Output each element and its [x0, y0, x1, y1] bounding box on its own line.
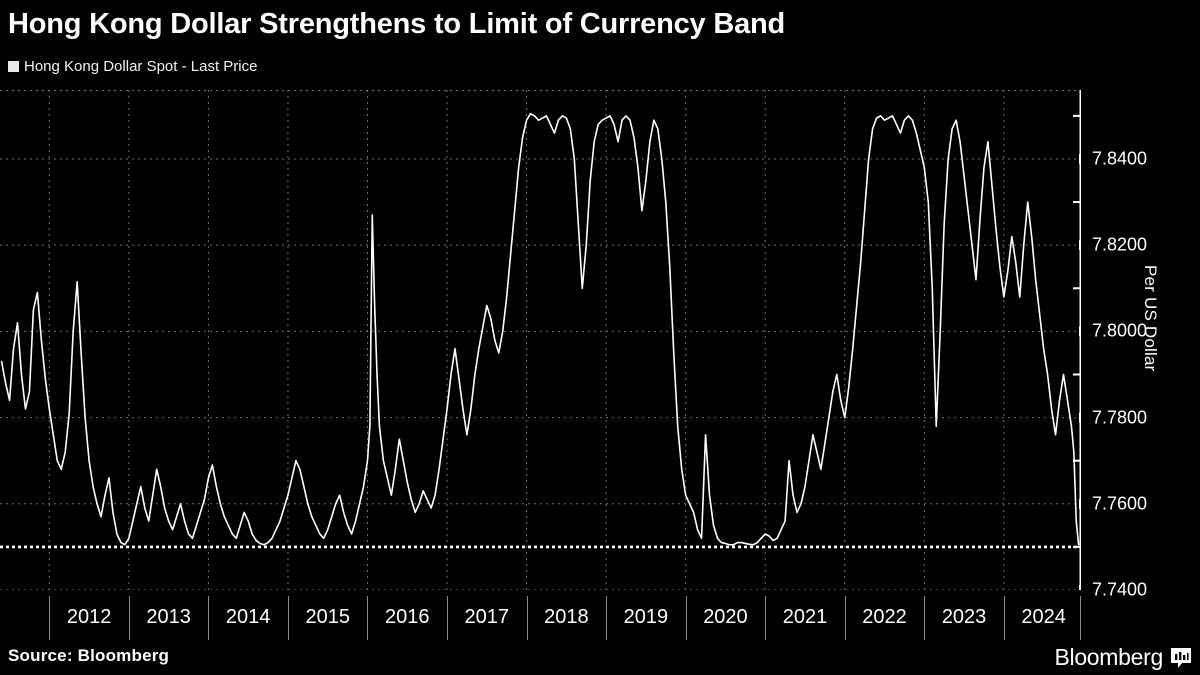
legend-swatch-icon [8, 60, 19, 72]
x-axis-tick-label: 2020 [703, 606, 748, 628]
x-axis-tick-label: 2024 [1021, 606, 1066, 628]
axis-spine [1073, 90, 1081, 590]
series-line-hong-kong-dollar-spot [0, 112, 1080, 546]
x-axis-tick-separator [685, 596, 687, 640]
x-axis-tick-label: 2016 [385, 606, 430, 628]
y-axis-tick-label: 7.7600 [1092, 493, 1148, 514]
y-axis-tick-label: 7.7800 [1092, 407, 1148, 428]
page-title: Hong Kong Dollar Strengthens to Limit of… [8, 8, 786, 40]
x-axis-tick-label: 2017 [464, 606, 510, 628]
chart-legend: Hong Kong Dollar Spot - Last Price [8, 56, 257, 76]
plot-area [0, 90, 1081, 590]
y-axis-tick-label: 7.8200 [1092, 234, 1148, 255]
x-axis-tick-separator [765, 596, 767, 640]
x-axis-tick-label: 2021 [782, 606, 828, 628]
x-axis-tick-separator [526, 596, 528, 640]
y-axis-tick-label: 7.7400 [1092, 579, 1148, 600]
y-axis-tick-label: 7.8400 [1092, 148, 1148, 169]
y-axis-tick-arrow [1079, 412, 1081, 423]
y-axis-tick-arrow [1079, 153, 1081, 164]
bloomberg-terminal-icon [1171, 647, 1191, 668]
x-axis-tick-separator [606, 596, 608, 640]
x-axis-tick-separator [844, 596, 846, 640]
price-chart-svg [0, 90, 1081, 590]
y-axis-tick-arrow [1079, 498, 1081, 509]
x-axis-tick-label: 2022 [862, 606, 907, 628]
legend-label: Hong Kong Dollar Spot - Last Price [24, 57, 258, 75]
x-axis-tick-separator [924, 596, 926, 640]
x-axis-tick-label: 2018 [544, 606, 589, 628]
x-axis-tick-separator [208, 596, 210, 640]
y-axis-tick-arrow [1079, 585, 1081, 590]
y-axis-tick-arrow [1079, 326, 1081, 337]
y-axis-tick-label: 7.8000 [1092, 320, 1148, 341]
gridlines [0, 90, 1081, 590]
x-axis-tick-label: 2015 [305, 606, 350, 628]
source-note: Source: Bloomberg [8, 646, 170, 665]
x-axis-tick-label: 2013 [146, 606, 191, 628]
x-axis-tick-separator [287, 596, 289, 640]
x-axis-tick-separator [49, 596, 51, 640]
x-axis-tick-separator [367, 596, 369, 640]
y-axis-tick-arrow [1079, 240, 1081, 251]
y-axis-title: Per US Dollar [1141, 265, 1160, 372]
x-axis-tick-separator [128, 596, 130, 640]
x-axis-tick-separator [447, 596, 449, 640]
x-axis-tick-label: 2014 [225, 606, 271, 628]
x-axis-tick-separator [1080, 596, 1081, 640]
brand-name: Bloomberg [1054, 644, 1163, 670]
x-axis: 2012 2013 2014 2015 2016 2017 2018 2019 2020 2021… [0, 596, 1081, 640]
x-axis-tick-separator [1003, 596, 1005, 640]
x-axis-tick-label: 2012 [66, 606, 112, 628]
x-axis-tick-label: 2023 [941, 606, 987, 628]
x-axis-tick-label: 2019 [623, 606, 669, 628]
brand-mark: Bloomberg [1054, 644, 1192, 671]
